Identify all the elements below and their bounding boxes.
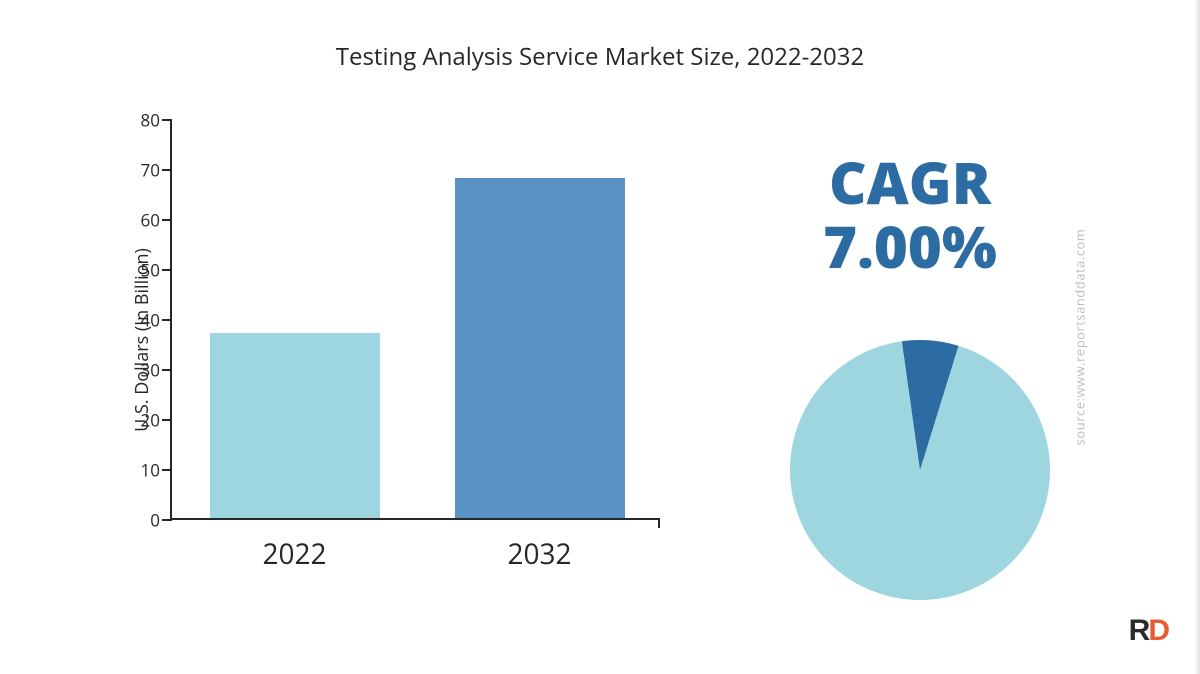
logo-d: D <box>1148 614 1168 647</box>
logo-r: R <box>1129 614 1149 647</box>
y-tick <box>162 119 172 121</box>
chart-title: Testing Analysis Service Market Size, 20… <box>0 40 1200 73</box>
rd-logo: RD <box>1129 614 1168 648</box>
pie-chart <box>790 340 1050 600</box>
y-tick <box>162 369 172 371</box>
y-tick <box>162 469 172 471</box>
y-tick <box>162 169 172 171</box>
bar-2022 <box>210 333 380 518</box>
y-tick-label: 20 <box>130 409 160 432</box>
axis-end-tick <box>658 518 660 528</box>
y-tick-label: 10 <box>130 459 160 482</box>
y-tick <box>162 519 172 521</box>
y-tick-label: 80 <box>130 109 160 132</box>
bar-2032 <box>455 178 625 518</box>
cagr-block: CAGR 7.00% <box>740 150 1080 278</box>
y-tick-label: 0 <box>130 509 160 532</box>
plot-area: 0102030405060708020222032 <box>170 120 660 520</box>
y-tick <box>162 419 172 421</box>
edge-shadow <box>1194 0 1200 674</box>
bar-chart: U.S. Dollars (In Billion) 01020304050607… <box>130 120 660 560</box>
y-tick-label: 30 <box>130 359 160 382</box>
y-tick-label: 70 <box>130 159 160 182</box>
x-label-2022: 2022 <box>262 535 326 573</box>
y-tick-label: 40 <box>130 309 160 332</box>
pie-disc <box>790 340 1050 600</box>
y-tick-label: 50 <box>130 259 160 282</box>
cagr-label: CAGR <box>740 150 1080 214</box>
y-tick <box>162 319 172 321</box>
source-credit: source:www.reportsanddata.com <box>1071 229 1089 446</box>
cagr-value: 7.00% <box>740 214 1080 278</box>
y-tick <box>162 269 172 271</box>
y-tick <box>162 219 172 221</box>
x-label-2032: 2032 <box>507 535 571 573</box>
y-tick-label: 60 <box>130 209 160 232</box>
